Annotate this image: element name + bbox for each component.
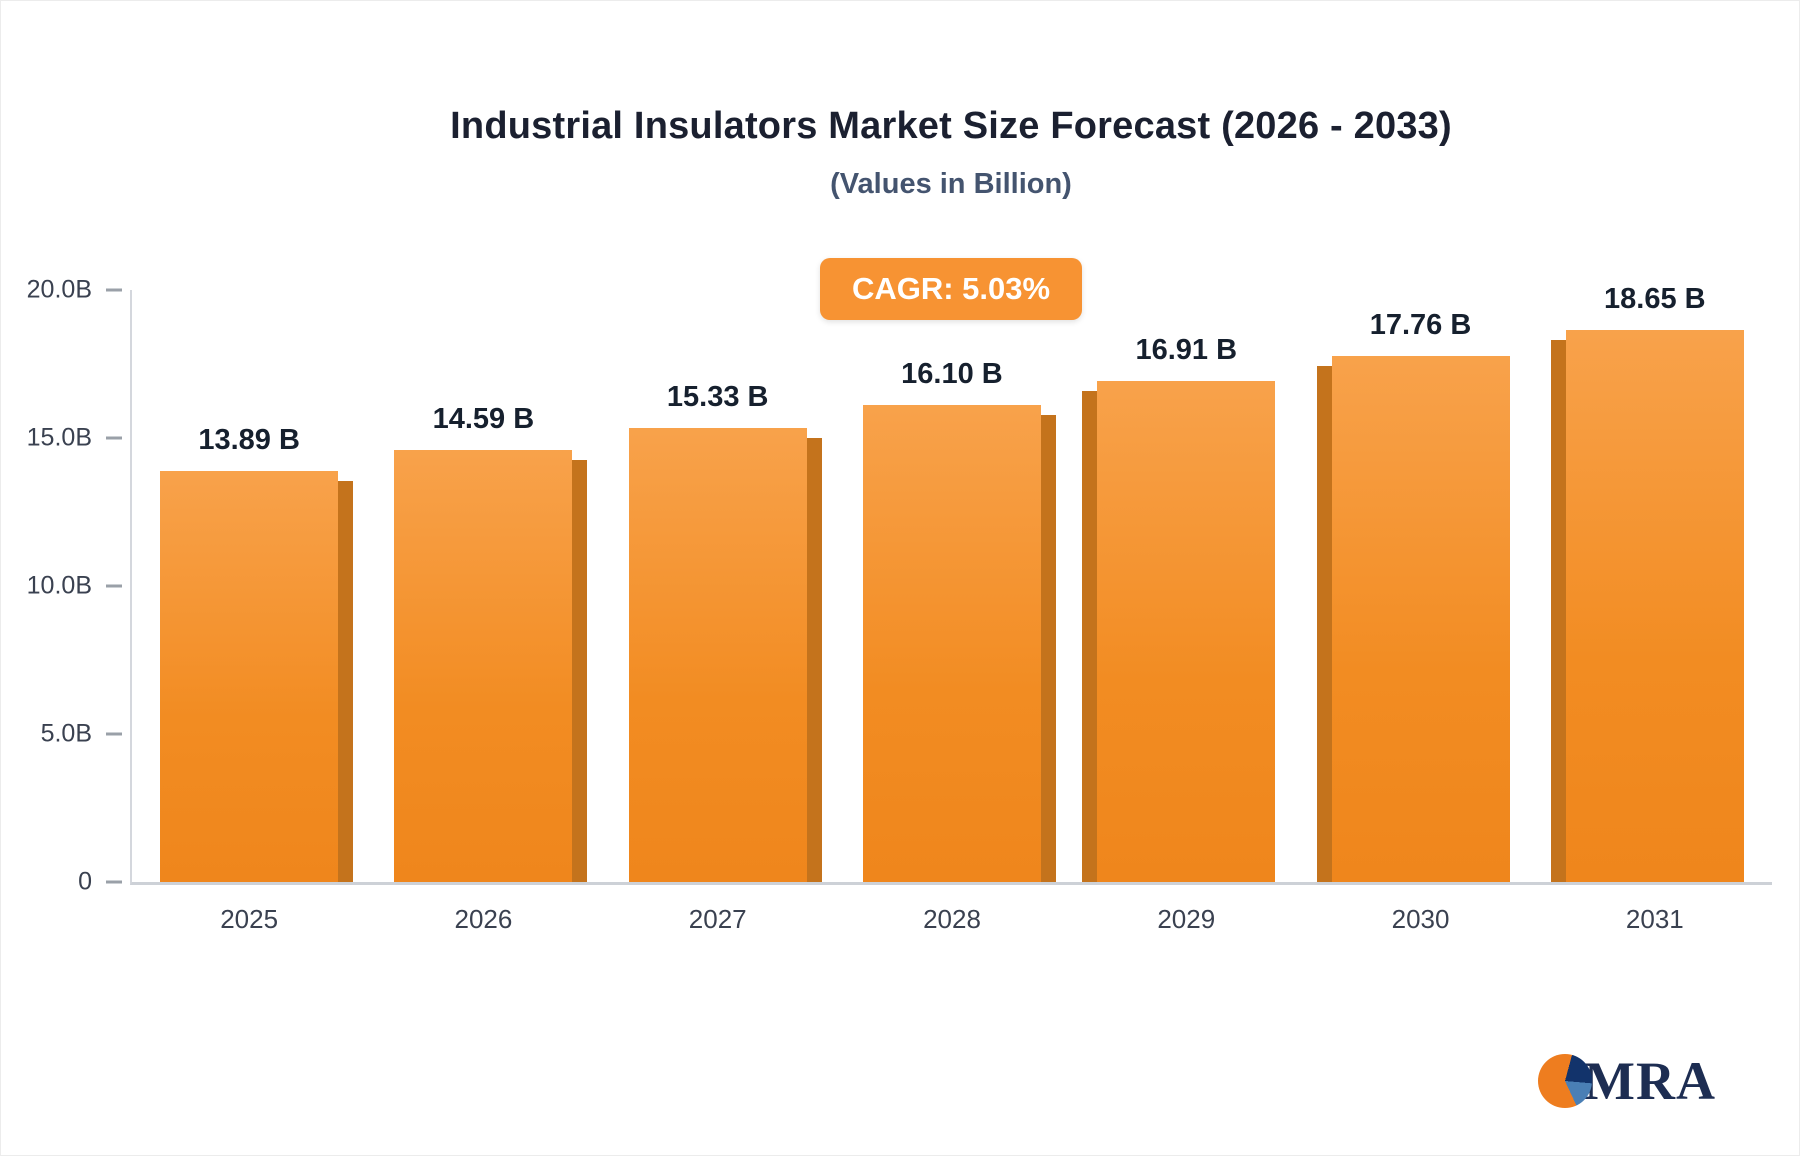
bar-group: 13.89 B 2025	[132, 290, 366, 934]
y-tick-label: 0	[78, 867, 92, 896]
y-tick: 10.0B	[27, 572, 122, 601]
bar-group: 16.10 B 2028	[835, 290, 1069, 934]
y-tick-label: 15.0B	[26, 423, 92, 452]
bar: 13.89 B	[160, 424, 354, 882]
bar: 18.65 B	[1550, 283, 1744, 882]
bar-3d-side	[1041, 415, 1056, 882]
mra-logo-icon	[1538, 1054, 1593, 1108]
bar: 16.10 B	[862, 358, 1056, 882]
x-axis-label: 2030	[1391, 904, 1450, 934]
bar-3d-side	[1316, 366, 1332, 882]
cagr-badge: CAGR: 5.03%	[819, 258, 1083, 320]
bar-value-label: 16.10 B	[901, 358, 1003, 391]
bar-face	[394, 450, 573, 882]
y-axis: 0 5.0B 10.0B 15.0B 20.0B	[27, 276, 1772, 896]
cagr-badge-row: CAGR: 5.03%	[130, 258, 1772, 320]
bar-face	[862, 405, 1041, 882]
chart-title: Industrial Insulators Market Size Foreca…	[450, 105, 1452, 147]
bar: 17.76 B	[1316, 309, 1510, 882]
y-tick-mark	[106, 880, 122, 884]
x-axis-label: 2029	[1157, 904, 1216, 934]
bar-value-label: 14.59 B	[432, 403, 535, 436]
bar-3d-side	[1550, 339, 1566, 882]
bar: 14.59 B	[394, 403, 588, 882]
bar-3d-side	[1082, 391, 1098, 882]
bar-face	[1097, 381, 1276, 882]
bar-value-label: 15.33 B	[666, 381, 769, 414]
y-tick-label: 5.0B	[40, 719, 92, 748]
x-axis-label: 2028	[923, 904, 981, 934]
x-axis-label: 2027	[688, 904, 747, 934]
bar-face	[160, 470, 339, 882]
bar-3d-side	[806, 438, 822, 882]
bar-group: 15.33 B 2027	[601, 290, 835, 934]
bar-face	[628, 428, 807, 882]
y-tick: 15.0B	[27, 424, 122, 453]
y-tick: 20.0B	[27, 276, 122, 305]
bar-value-label: 17.76 B	[1369, 309, 1472, 342]
x-axis-label: 2025	[220, 904, 279, 934]
y-tick-mark	[106, 584, 122, 588]
bar-face	[1331, 356, 1510, 882]
x-axis-label: 2031	[1625, 904, 1684, 934]
y-tick-mark	[106, 288, 122, 292]
plot-area: 0 5.0B 10.0B 15.0B 20.0B 13.89 B 2025 14.59 B 2…	[27, 276, 1772, 934]
x-axis-label: 2026	[454, 904, 513, 934]
y-tick: 0	[78, 868, 122, 897]
bar-value-label: 16.91 B	[1135, 334, 1238, 367]
bar-group: 18.65 B 2031	[1538, 283, 1772, 934]
mra-logo-text: MRA	[1584, 1051, 1716, 1111]
mra-logo: MRA	[1538, 1054, 1716, 1108]
bar-value-label: 13.89 B	[198, 423, 300, 456]
bar-group: 16.91 B 2029	[1069, 290, 1303, 934]
bar-3d-side	[338, 480, 354, 882]
bar-3d-side	[572, 460, 588, 882]
bars: 13.89 B 2025 14.59 B 2026 15.33 B 2027 16.10 B…	[132, 283, 1772, 934]
bar: 15.33 B	[628, 381, 822, 882]
bar-value-label: 18.65 B	[1604, 282, 1706, 315]
bar-face	[1565, 329, 1744, 882]
bar: 16.91 B	[1082, 334, 1276, 882]
y-tick-mark	[106, 436, 122, 440]
y-tick-label: 10.0B	[26, 571, 92, 600]
y-tick-label: 20.0B	[26, 275, 92, 304]
y-tick: 5.0B	[41, 720, 122, 749]
chart-subtitle: (Values in Billion)	[830, 168, 1072, 200]
bar-group: 17.76 B 2030	[1303, 290, 1537, 934]
y-tick-mark	[106, 732, 122, 736]
bar-group: 14.59 B 2026	[366, 290, 600, 934]
